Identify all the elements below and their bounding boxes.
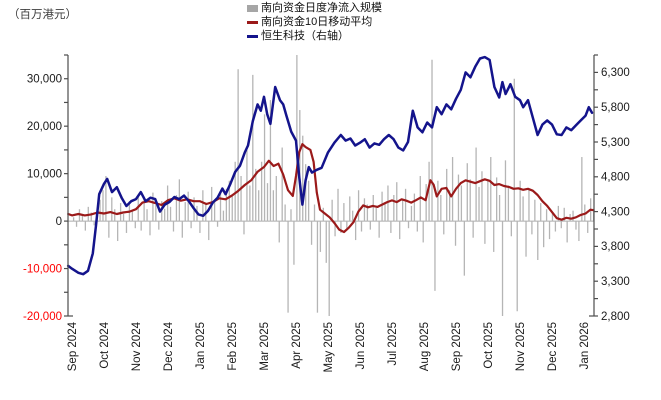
legend-label: 恒生科技（右轴） [261,30,349,42]
x-axis-tick-label: Feb 2025 [227,322,239,371]
right-axis-tick-label: 5,300 [601,137,630,149]
x-axis-tick-label: Oct 2025 [483,322,495,369]
right-axis-labels: 6,300 5,800 5,300 4,800 4,300 3,800 3,300 2,800 [601,67,630,323]
x-axis-tick-label: Dec 2024 [163,321,175,371]
x-axis-tick-label: Aug 2025 [419,322,431,371]
right-axis [589,54,598,317]
right-axis-tick-label: 6,300 [601,67,630,79]
x-axis-tick-label: Jun 2025 [355,322,367,369]
x-axis-tick-label: Sep 2025 [451,322,463,371]
right-axis-tick-label: 3,300 [601,276,630,288]
left-axis-labels: 30,000 20,000 10,000 0 -10,000 -20,000 [23,74,62,323]
legend-item-10d-moving-average: 南向资金10日移动平均 [247,16,382,29]
right-axis-tick-label: 4,300 [601,206,630,218]
legend-label: 南向资金10日移动平均 [261,16,373,28]
left-axis-tick-label: -10,000 [23,263,62,275]
left-axis-tick-label: 30,000 [27,74,62,86]
left-axis-tick-label: 10,000 [27,168,62,180]
x-axis-labels: Sep 2024 Oct 2024 Nov 2024 Dec 2024 Jan 2025… [67,321,591,372]
legend-item-hstech-index: 恒生科技（右轴） [247,30,382,43]
left-axis [64,54,73,317]
x-axis-tick-label: Jan 2026 [579,322,591,369]
x-axis-tick-label: Dec 2025 [547,322,559,371]
hstech-line-series [66,55,594,276]
x-axis-tick-label: Sep 2024 [67,321,79,371]
blue-line-swatch-icon [247,35,258,38]
x-axis-tick-label: Jan 2025 [195,322,207,369]
x-axis-tick-label: Nov 2025 [515,322,527,371]
x-axis-tick-label: Jul 2025 [387,322,399,365]
right-axis-tick-label: 5,800 [601,102,630,114]
x-axis-tick-label: May 2025 [323,322,335,373]
x-axis-tick-label: Oct 2024 [99,321,111,368]
legend-label: 南向资金日度净流入规模 [261,2,382,14]
x-axis-tick-label: Nov 2024 [131,321,143,371]
left-axis-tick-label: 0 [56,216,62,228]
daily-net-inflow-bars [72,55,595,316]
bar-swatch-icon [247,5,258,12]
red-line-swatch-icon [247,21,258,24]
right-axis-tick-label: 3,800 [601,241,630,253]
left-axis-tick-label: -20,000 [23,311,62,323]
axis-unit-label: （百万港元） [8,9,77,21]
x-axis-tick-label: Mar 2025 [259,322,271,371]
chart-legend: 南向资金日度净流入规模 南向资金10日移动平均 恒生科技（右轴） [247,2,382,43]
left-axis-tick-label: 20,000 [27,121,62,133]
legend-item-daily-net-inflow: 南向资金日度净流入规模 [247,2,382,15]
x-axis-tick-label: Apr 2025 [291,322,303,369]
right-axis-tick-label: 4,800 [601,172,630,184]
right-axis-tick-label: 2,800 [601,311,630,323]
